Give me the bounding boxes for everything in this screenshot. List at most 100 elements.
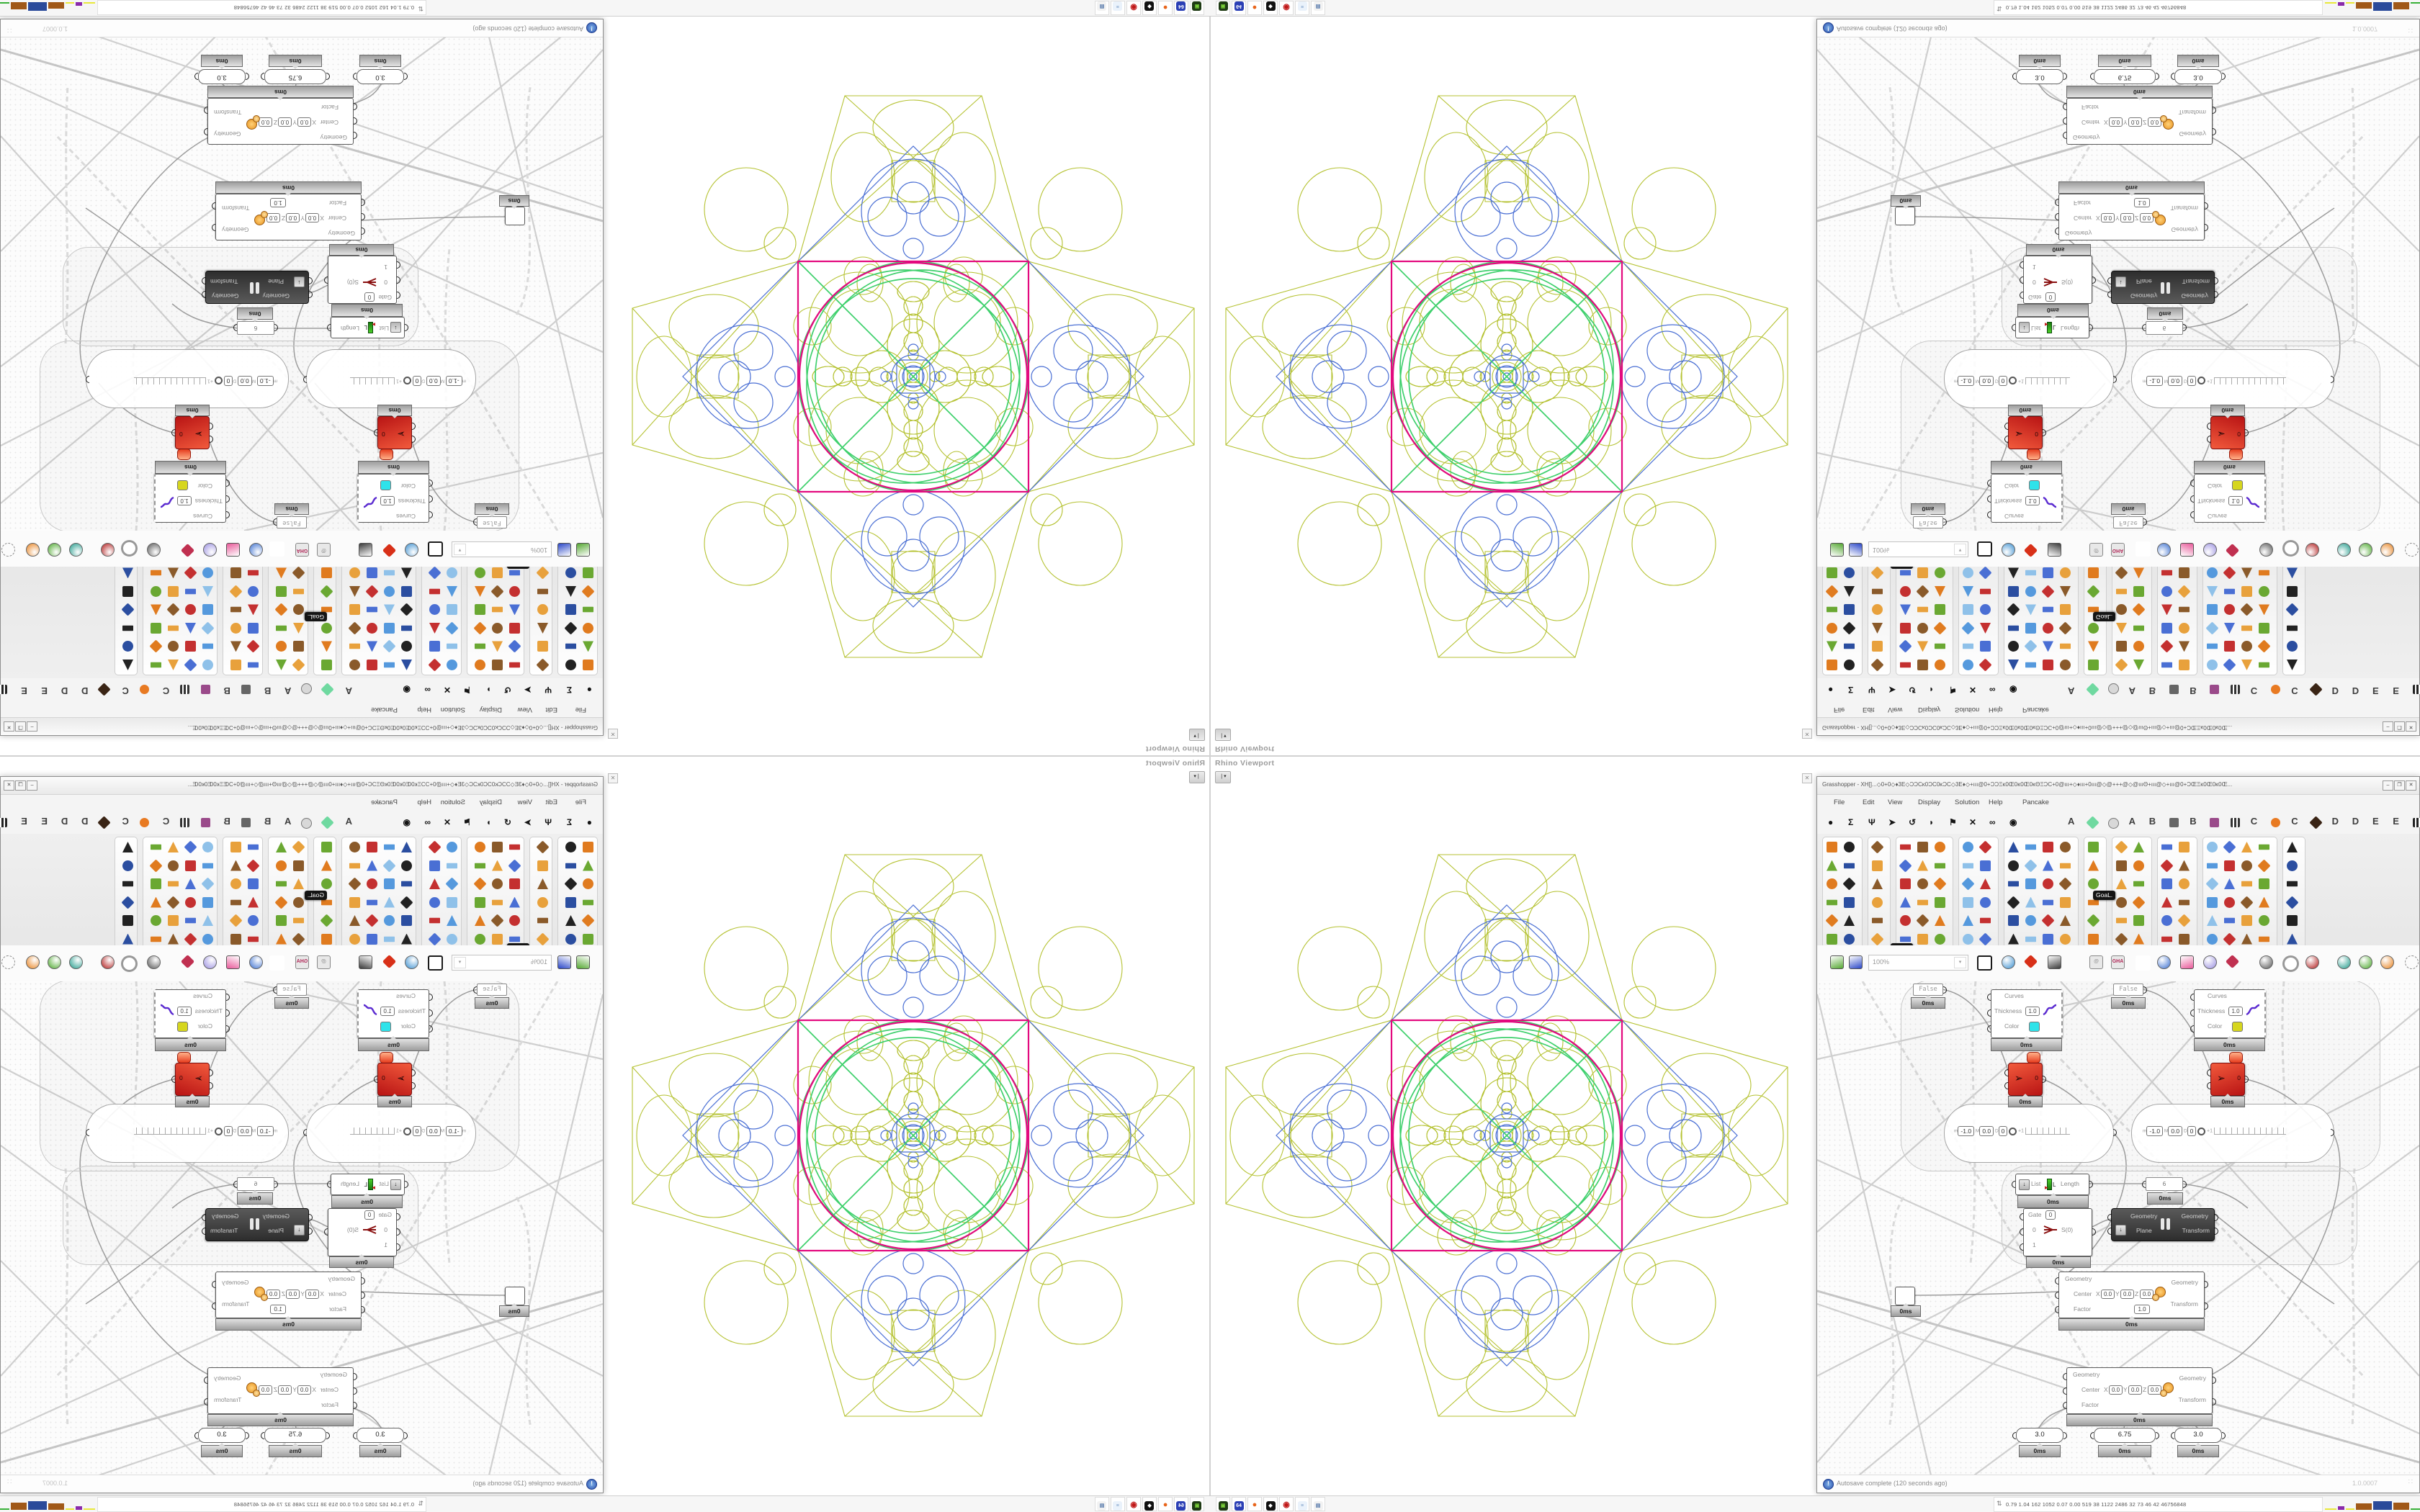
error-component[interactable]: ➢ 0 bbox=[2207, 416, 2249, 449]
close-button[interactable]: ✕ bbox=[4, 780, 14, 791]
palette-component-icon[interactable] bbox=[475, 644, 485, 649]
gh-canvas[interactable]: False 0ms False 0ms Curves Thickness 1.0… bbox=[1, 37, 603, 531]
palette-component-icon[interactable] bbox=[565, 660, 576, 670]
preview-component[interactable]: Curves Thickness 1.0 Color bbox=[2190, 989, 2266, 1038]
boolean-chip[interactable]: False bbox=[1913, 984, 1947, 996]
mirror-component-disabled[interactable]: Geometry ↓ Plane Geometry Transform bbox=[202, 1208, 313, 1241]
mountain-icon[interactable] bbox=[241, 685, 251, 694]
palette-component-icon[interactable] bbox=[475, 915, 485, 926]
palette-component-icon[interactable] bbox=[2224, 604, 2235, 616]
palette-component-icon[interactable] bbox=[509, 586, 520, 597]
palette-component-icon[interactable] bbox=[2287, 881, 2298, 887]
palette-component-icon[interactable] bbox=[2241, 915, 2252, 926]
error-balloon-icon[interactable] bbox=[2027, 1052, 2040, 1063]
palette-component-icon[interactable] bbox=[1844, 567, 1855, 579]
palette-component-icon[interactable] bbox=[2224, 641, 2235, 652]
user-object-letter-E[interactable]: E bbox=[21, 685, 27, 696]
grid-icon[interactable] bbox=[2230, 818, 2240, 827]
preview-wire-icon[interactable] bbox=[2282, 540, 2299, 557]
palette-component-icon[interactable] bbox=[2115, 566, 2128, 580]
palette-component-icon[interactable] bbox=[1844, 644, 1855, 649]
toolbar-glyph-icon[interactable]: ◉ bbox=[2009, 817, 2017, 827]
user-object-letter-C[interactable]: C bbox=[2291, 685, 2298, 696]
palette-component-icon[interactable] bbox=[1917, 860, 1928, 871]
palette-component-icon[interactable] bbox=[2025, 936, 2036, 942]
preview-eye-icon[interactable] bbox=[405, 955, 418, 969]
palette-component-icon[interactable] bbox=[1963, 842, 1973, 852]
green-gumball-icon[interactable] bbox=[48, 955, 61, 969]
palette-component-icon[interactable] bbox=[475, 896, 485, 908]
toolbar-glyph-icon[interactable]: ➤ bbox=[524, 685, 532, 695]
palette-component-icon[interactable] bbox=[2025, 623, 2036, 634]
palette-component-icon[interactable] bbox=[583, 860, 593, 871]
palette-component-icon[interactable] bbox=[248, 844, 259, 850]
green-gumball-icon[interactable] bbox=[48, 543, 61, 557]
palette-component-icon[interactable] bbox=[2207, 586, 2218, 597]
palette-component-icon[interactable] bbox=[1963, 644, 1973, 649]
palette-component-icon[interactable] bbox=[2179, 860, 2190, 871]
palette-component-icon[interactable] bbox=[2043, 567, 2053, 579]
palette-component-icon[interactable] bbox=[447, 586, 457, 597]
palette-component-icon[interactable] bbox=[1933, 877, 1947, 891]
center-y-value[interactable]: 0.0 bbox=[2128, 1385, 2142, 1395]
palette-component-icon[interactable] bbox=[1872, 623, 1883, 634]
palette-component-icon[interactable] bbox=[492, 623, 503, 634]
palette-component-icon[interactable] bbox=[1963, 896, 1973, 908]
palette-component-icon[interactable] bbox=[2224, 896, 2235, 908]
center-x-value[interactable]: 0.0 bbox=[297, 117, 311, 127]
palette-component-icon[interactable] bbox=[1980, 623, 1991, 634]
palette-component-icon[interactable] bbox=[537, 604, 548, 616]
palette-component-icon[interactable] bbox=[1917, 660, 1928, 670]
palette-component-icon[interactable] bbox=[151, 586, 161, 597]
integer-chip[interactable]: 6 bbox=[2142, 321, 2187, 335]
toolbar-glyph-icon[interactable]: ◗ bbox=[1929, 817, 1935, 827]
palette-component-icon[interactable] bbox=[384, 897, 395, 908]
palette-component-icon[interactable] bbox=[2259, 878, 2269, 889]
clamp-icon[interactable] bbox=[2048, 543, 2061, 557]
palette-component-icon[interactable] bbox=[168, 881, 179, 887]
palette-component-icon[interactable] bbox=[230, 623, 241, 634]
palette-component-icon[interactable] bbox=[475, 586, 485, 597]
palette-component-icon[interactable] bbox=[122, 586, 133, 597]
floating-tab-badge[interactable]: GoaL. bbox=[304, 891, 327, 900]
cluster-box-icon[interactable] bbox=[2180, 543, 2194, 557]
toolbar-glyph-icon[interactable]: ⚑ bbox=[463, 817, 471, 827]
center-y-value[interactable]: 0.0 bbox=[2128, 117, 2142, 127]
palette-component-icon[interactable] bbox=[349, 586, 360, 597]
user-object-letter-D[interactable]: D bbox=[60, 816, 68, 827]
center-z-value[interactable]: 0.0 bbox=[259, 1385, 272, 1395]
palette-component-icon[interactable] bbox=[1917, 842, 1928, 852]
palette-component-icon[interactable] bbox=[1872, 588, 1883, 595]
menu-pancake[interactable]: Pancake bbox=[2022, 706, 2049, 714]
thickness-value[interactable]: 1.0 bbox=[2025, 1007, 2040, 1016]
palette-component-icon[interactable] bbox=[2008, 586, 2019, 597]
palette-component-icon[interactable] bbox=[384, 936, 395, 942]
preview-off-icon[interactable] bbox=[2259, 543, 2273, 557]
menu-display[interactable]: Display bbox=[1918, 798, 1941, 806]
clamp-icon[interactable] bbox=[359, 543, 372, 557]
toolbar-glyph-icon[interactable]: ∞ bbox=[1989, 685, 1996, 695]
palette-component-icon[interactable] bbox=[2287, 625, 2298, 631]
palette-component-icon[interactable] bbox=[384, 662, 395, 668]
maximize-button[interactable]: ❒ bbox=[2394, 721, 2405, 732]
palette-component-icon[interactable] bbox=[168, 586, 179, 597]
open-file-icon[interactable] bbox=[576, 955, 590, 969]
inkscape-app-icon[interactable]: ◆ bbox=[1263, 1, 1278, 15]
palette-component-icon[interactable] bbox=[490, 585, 504, 598]
error-component[interactable]: ➢ 0 bbox=[171, 416, 213, 449]
palette-component-icon[interactable] bbox=[2043, 607, 2053, 613]
palette-component-icon[interactable] bbox=[565, 915, 576, 926]
palette-component-icon[interactable] bbox=[2043, 933, 2053, 945]
scale-component[interactable]: Geometry Center X 0.0 Y 0.0 Z 0.0 Factor… bbox=[212, 194, 365, 240]
palette-component-icon[interactable] bbox=[321, 623, 332, 634]
color-swatch[interactable] bbox=[2232, 480, 2243, 490]
palette-component-icon[interactable] bbox=[492, 860, 503, 871]
menu-help[interactable]: Help bbox=[1989, 706, 2003, 714]
palette-component-icon[interactable] bbox=[246, 639, 260, 654]
notes-icon[interactable] bbox=[269, 541, 284, 557]
mirror-component-disabled[interactable]: Geometry ↓ Plane Geometry Transform bbox=[2107, 271, 2218, 304]
palette-component-icon[interactable] bbox=[1842, 877, 1856, 891]
flower-icon[interactable] bbox=[2108, 818, 2120, 829]
palette-component-icon[interactable] bbox=[248, 586, 259, 597]
palette-component-icon[interactable] bbox=[2179, 878, 2190, 889]
